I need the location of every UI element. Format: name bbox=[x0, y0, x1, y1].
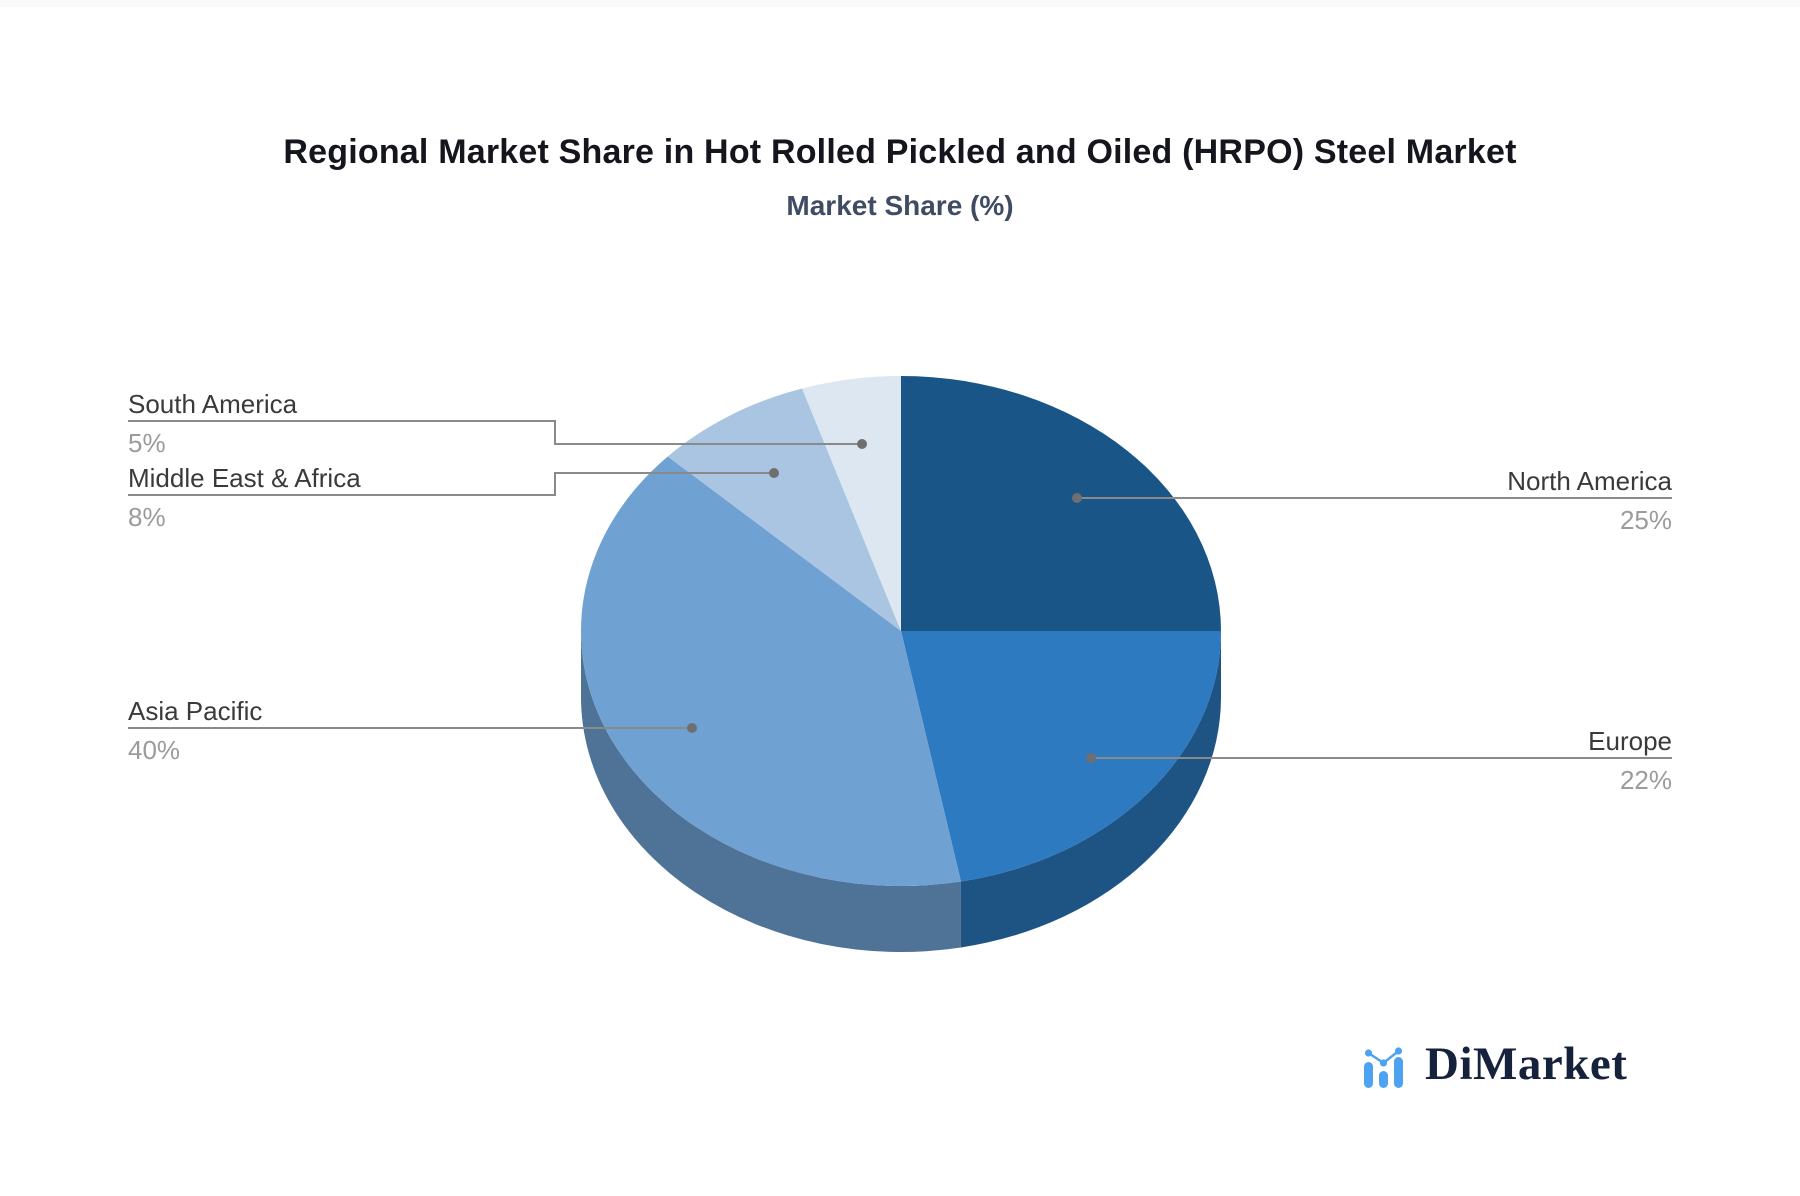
callout-north-america: North America 25% bbox=[1192, 464, 1672, 533]
pie-slice-asia-pacific[interactable] bbox=[580, 456, 961, 887]
slice-value-south-america: 5% bbox=[128, 428, 166, 458]
pie-slice-north-america[interactable] bbox=[901, 376, 1221, 631]
slice-value-north-america: 25% bbox=[1619, 505, 1672, 535]
slice-label-europe: Europe bbox=[1588, 726, 1672, 756]
top-strip bbox=[0, 0, 1800, 7]
slice-label-asia-pacific: Asia Pacific bbox=[128, 696, 263, 726]
pie-slice-europe[interactable] bbox=[901, 631, 1221, 882]
brand-logo: DiMarket bbox=[1364, 1040, 1627, 1088]
pie-slice-middle-east-africa[interactable] bbox=[667, 388, 901, 631]
pie-slice-depth-asia-pacific bbox=[581, 631, 961, 952]
leader-dot-north-america bbox=[1072, 493, 1082, 503]
slice-label-middle-east-africa: Middle East & Africa bbox=[128, 463, 361, 493]
leader-dot-europe bbox=[1086, 753, 1096, 763]
pie-slice-depth-europe bbox=[960, 631, 1221, 948]
chart-subtitle: Market Share (%) bbox=[786, 190, 1014, 221]
leader-dot-south-america bbox=[857, 439, 867, 449]
leader-line-south-america bbox=[128, 420, 862, 445]
slice-label-south-america: South America bbox=[128, 389, 298, 419]
callout-middle-east-africa: Middle East & Africa 8% bbox=[128, 461, 608, 530]
chart-title: Regional Market Share in Hot Rolled Pick… bbox=[283, 133, 1517, 171]
bar-line-chart-icon bbox=[1364, 1047, 1403, 1088]
slice-value-middle-east-africa: 8% bbox=[128, 502, 166, 532]
callout-asia-pacific: Asia Pacific 40% bbox=[128, 694, 608, 763]
leader-dot-asia-pacific bbox=[687, 723, 697, 733]
slice-label-north-america: North America bbox=[1507, 466, 1672, 496]
slice-value-europe: 22% bbox=[1619, 765, 1672, 795]
brand-logo-text: DiMarket bbox=[1425, 1038, 1628, 1090]
callout-south-america: South America 5% bbox=[128, 387, 608, 456]
leader-line-middle-east-africa bbox=[128, 472, 774, 496]
callout-europe: Europe 22% bbox=[1192, 724, 1672, 793]
pie-slice-south-america[interactable] bbox=[802, 376, 901, 631]
leader-dot-middle-east-africa bbox=[769, 468, 779, 478]
slice-value-asia-pacific: 40% bbox=[128, 735, 181, 765]
